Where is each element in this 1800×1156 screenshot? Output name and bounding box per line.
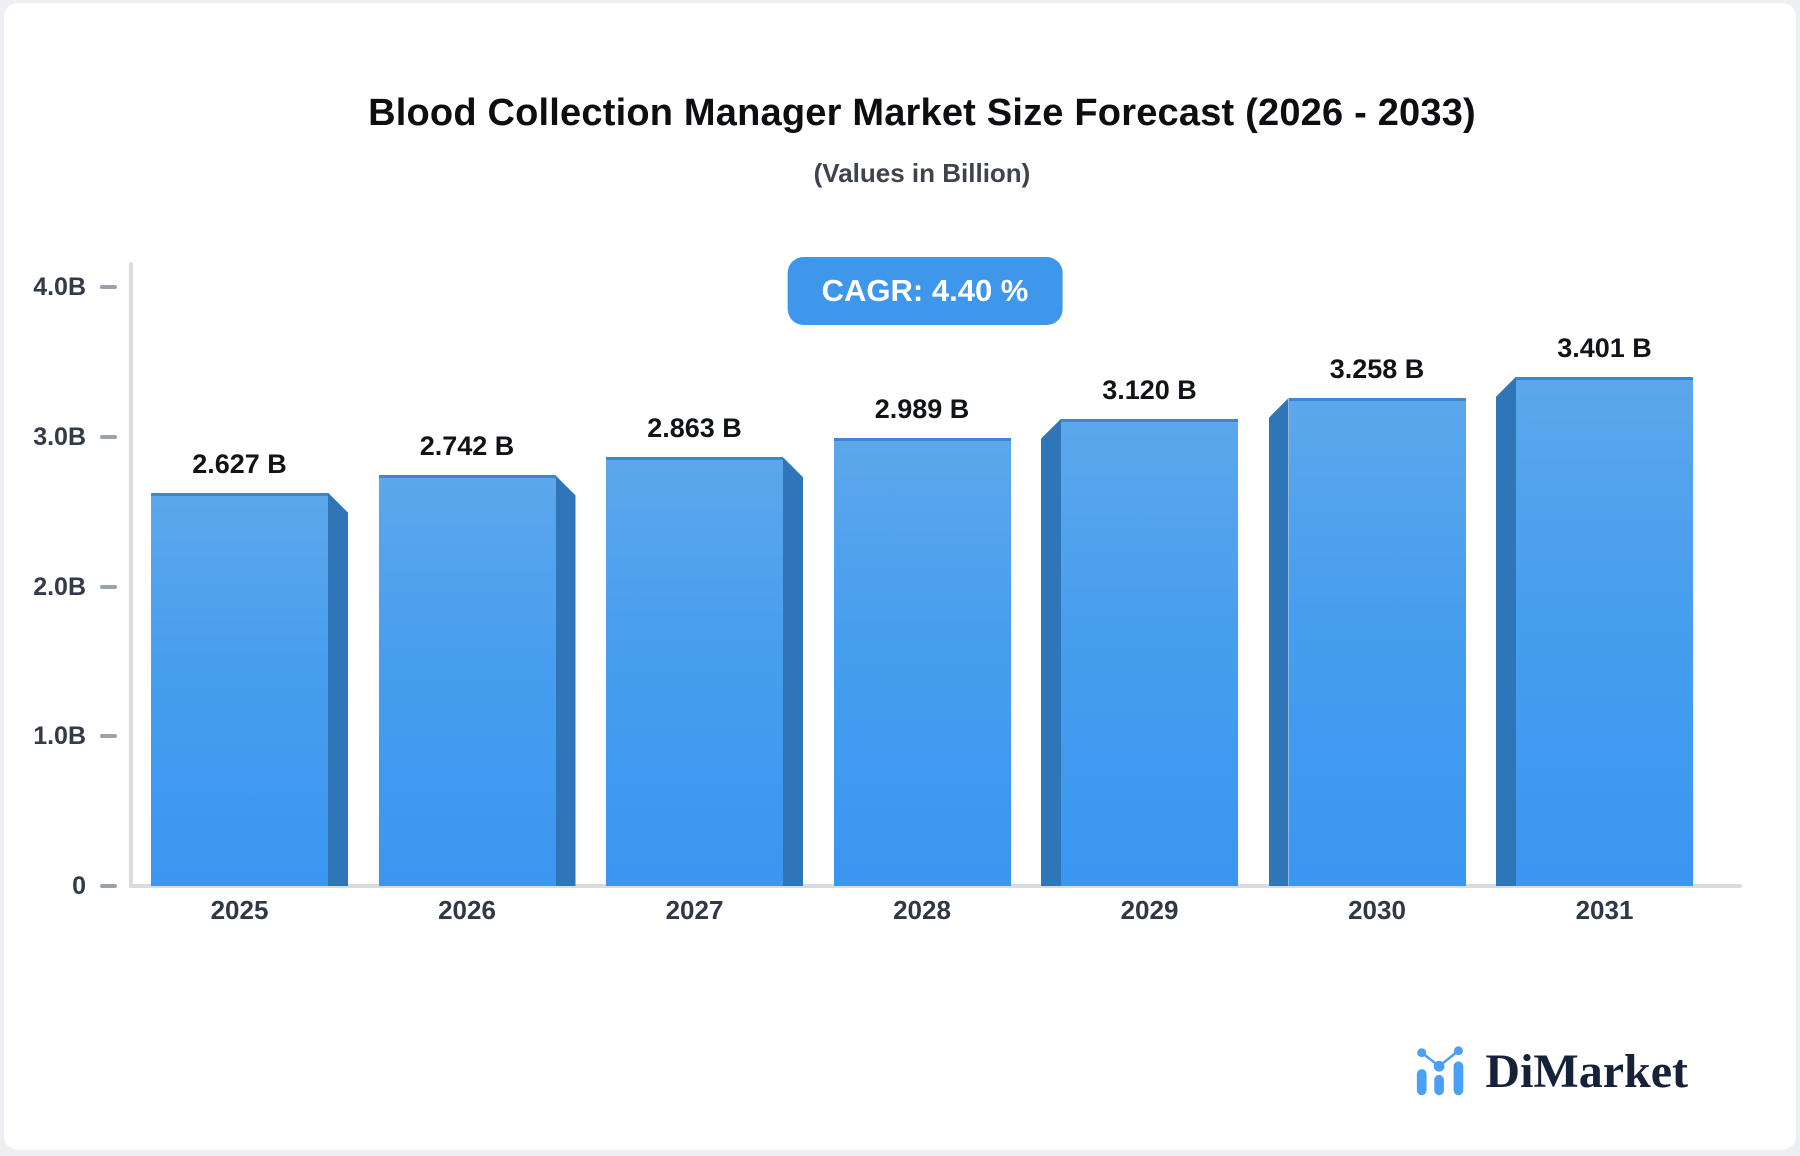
x-tick-label: 2026 bbox=[438, 895, 496, 925]
bar-2026 bbox=[378, 475, 556, 886]
x-tick-label: 2025 bbox=[210, 895, 269, 925]
bar-2031 bbox=[1516, 376, 1693, 886]
brand-logo-icon bbox=[1417, 1046, 1464, 1096]
bar-value-label: 2.863 B bbox=[647, 413, 742, 444]
bar-3d-side bbox=[783, 457, 803, 886]
bar-value-label: 3.401 B bbox=[1557, 332, 1652, 363]
bar-2025 bbox=[151, 492, 328, 886]
x-tick-label: 2031 bbox=[1575, 895, 1634, 925]
bar-value-label: 2.742 B bbox=[419, 431, 515, 462]
bar-3d-side bbox=[1496, 376, 1516, 886]
bar-3d-side bbox=[555, 475, 576, 886]
chart-subtitle: (Values in Billion) bbox=[813, 158, 1031, 188]
y-axis-line bbox=[129, 262, 133, 888]
bar-3d-side bbox=[1041, 418, 1061, 886]
y-tick-dash bbox=[100, 584, 117, 589]
x-axis-line bbox=[129, 884, 1742, 888]
y-tick-dash bbox=[100, 734, 117, 739]
bar-3d-side bbox=[1268, 398, 1289, 886]
bar-3d-side bbox=[328, 492, 348, 886]
bar-2028 bbox=[833, 438, 1011, 886]
y-tick-label: 4.0B bbox=[33, 273, 86, 301]
bar-value-label: 2.627 B bbox=[192, 448, 287, 479]
cagr-badge: CAGR: 4.40 % bbox=[787, 257, 1063, 325]
y-tick-label: 3.0B bbox=[33, 422, 86, 451]
bar-value-label: 3.120 B bbox=[1102, 374, 1197, 405]
y-tick-label: 2.0B bbox=[33, 572, 86, 601]
y-tick-dash bbox=[100, 434, 117, 439]
y-tick-label: 0 bbox=[72, 872, 86, 900]
bar-value-label: 3.258 B bbox=[1329, 354, 1425, 385]
bar-2029 bbox=[1061, 418, 1238, 886]
brand-name: DiMarket bbox=[1485, 1045, 1688, 1098]
bar-2027 bbox=[606, 457, 783, 886]
x-tick-label: 2027 bbox=[665, 895, 724, 925]
bar-2030 bbox=[1288, 398, 1466, 886]
x-tick-label: 2030 bbox=[1348, 895, 1406, 925]
brand-logo: DiMarket bbox=[1413, 1040, 1688, 1104]
y-tick-dash bbox=[100, 884, 117, 888]
bar-value-label: 2.989 B bbox=[874, 394, 970, 425]
x-tick-label: 2029 bbox=[1120, 895, 1179, 925]
y-tick-label: 1.0B bbox=[33, 722, 86, 751]
y-tick-dash bbox=[100, 285, 117, 289]
x-tick-label: 2028 bbox=[893, 895, 951, 925]
chart-title: Blood Collection Manager Market Size For… bbox=[368, 92, 1476, 134]
